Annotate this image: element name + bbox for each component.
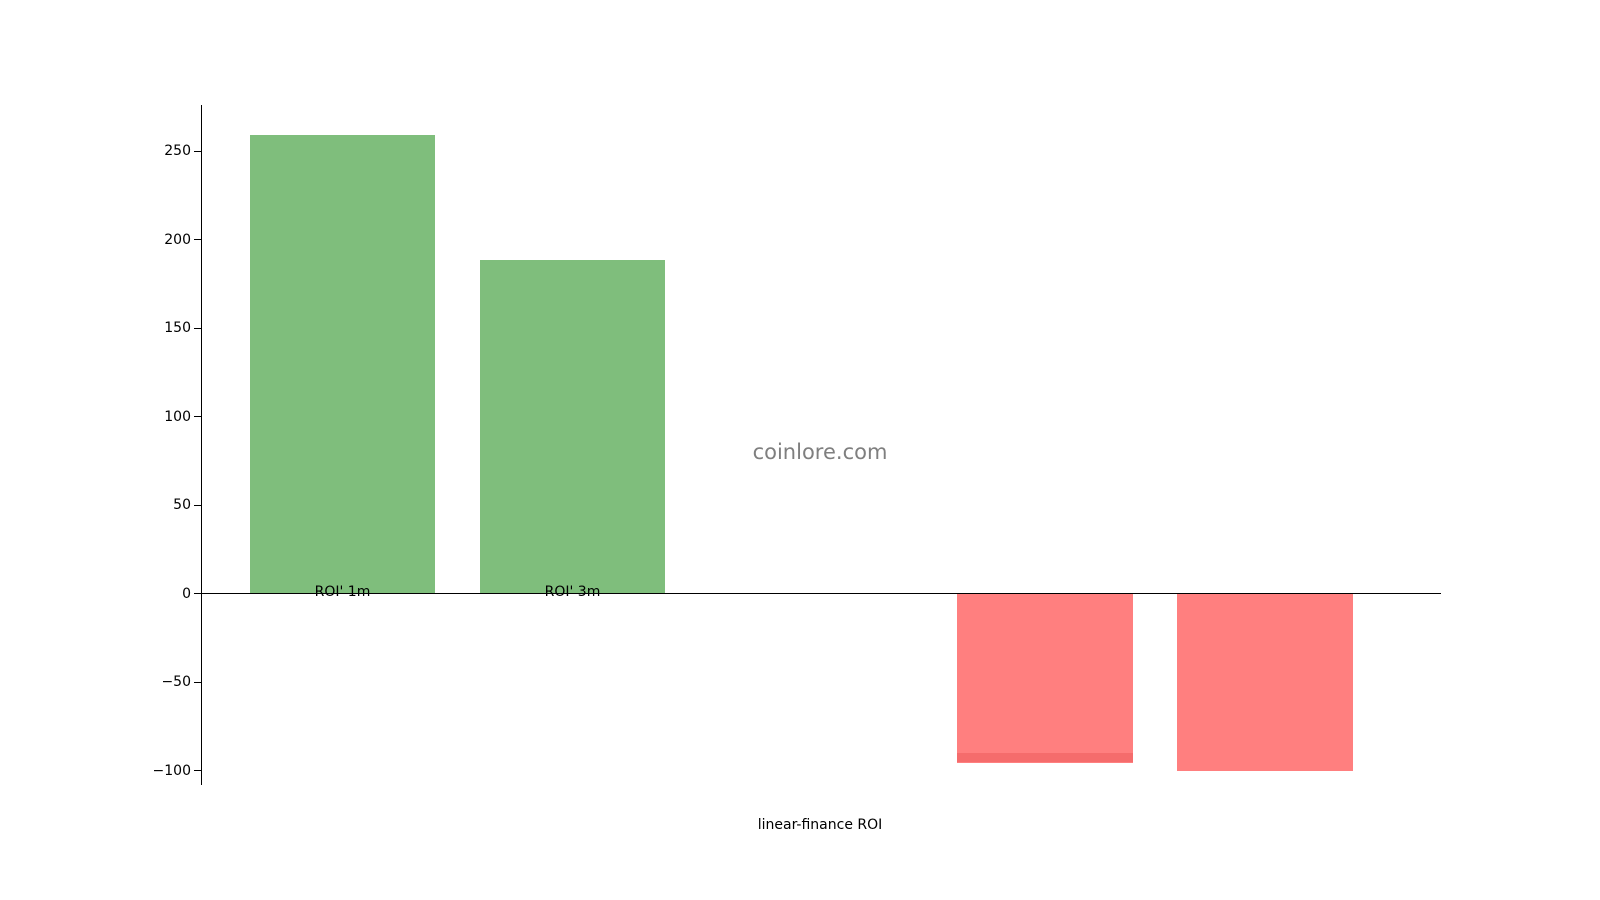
y-tick-mark	[194, 239, 201, 241]
bar	[480, 260, 665, 593]
chart-title: linear-finance ROI	[757, 817, 883, 833]
y-tick-mark	[194, 150, 201, 152]
watermark: coinlore.com	[752, 440, 888, 464]
y-axis-spine	[201, 105, 203, 785]
y-tick-label: 0	[182, 585, 191, 602]
y-tick-mark	[194, 593, 201, 595]
bar	[250, 134, 435, 593]
y-tick-label: −100	[152, 762, 191, 779]
bar	[957, 594, 1133, 764]
bar-overlap-edge	[957, 753, 1133, 763]
y-tick-label: 200	[164, 231, 191, 248]
x-tick-label: ROI' 3m	[544, 584, 601, 600]
y-tick-label: −50	[161, 674, 191, 691]
bar	[1177, 594, 1353, 772]
y-tick-mark	[194, 681, 201, 683]
y-tick-label: 250	[164, 143, 191, 160]
y-tick-mark	[194, 327, 201, 329]
y-tick-mark	[194, 504, 201, 506]
x-tick-label: ROI' 1m	[314, 584, 371, 600]
x-axis-zero-line	[201, 593, 1441, 595]
y-tick-mark	[194, 770, 201, 772]
y-tick-label: 50	[173, 497, 191, 514]
y-tick-mark	[194, 416, 201, 418]
y-tick-label: 150	[164, 320, 191, 337]
y-tick-label: 100	[164, 408, 191, 425]
